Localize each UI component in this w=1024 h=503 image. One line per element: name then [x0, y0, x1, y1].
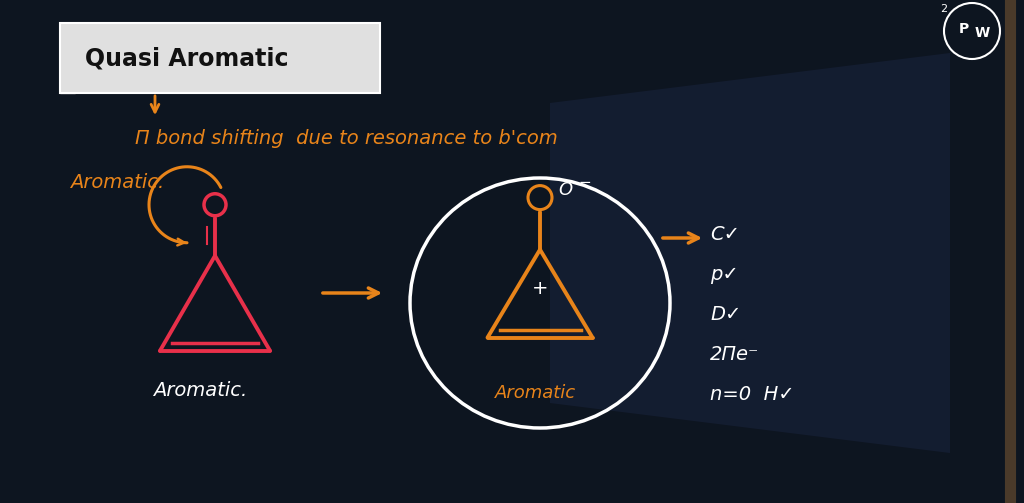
Text: O: O: [558, 181, 572, 199]
FancyBboxPatch shape: [60, 23, 380, 93]
Text: 2: 2: [940, 4, 947, 14]
Text: W: W: [975, 26, 989, 40]
Text: C✓: C✓: [710, 225, 740, 244]
Text: p✓: p✓: [710, 266, 738, 285]
Text: +: +: [531, 279, 548, 297]
Text: D✓: D✓: [710, 305, 741, 324]
Text: 2Πe⁻: 2Πe⁻: [710, 346, 759, 365]
Text: Aromatic.: Aromatic.: [70, 174, 164, 193]
Text: −: −: [578, 175, 591, 190]
Text: P: P: [958, 22, 969, 36]
Text: Quasi Aromatic: Quasi Aromatic: [85, 46, 289, 70]
Text: Aromatic.: Aromatic.: [153, 380, 247, 399]
Polygon shape: [60, 23, 75, 93]
Text: Π bond shifting  due to resonance to b'com: Π bond shifting due to resonance to b'co…: [135, 128, 558, 147]
Polygon shape: [550, 53, 950, 453]
Text: Aromatic: Aromatic: [495, 384, 577, 402]
Text: n=0  H✓: n=0 H✓: [710, 385, 795, 404]
